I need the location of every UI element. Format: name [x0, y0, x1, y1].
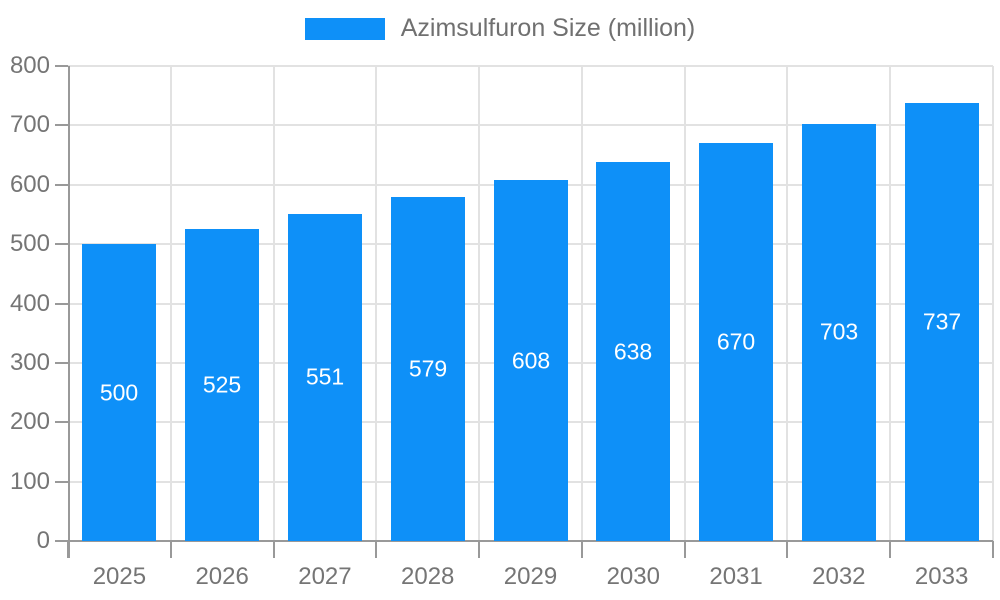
bar: [699, 143, 773, 541]
x-tick-label: 2030: [606, 563, 660, 590]
y-tick-label: 400: [9, 289, 50, 317]
y-axis-tick: [55, 124, 68, 127]
y-tick-label: 800: [9, 52, 50, 79]
bar: [82, 244, 156, 541]
plot-area: 0 100 200 300 400 500 600 700 800 500 2025 525 2026 5…: [10, 52, 994, 590]
legend: Azimsulfuron Size (million): [0, 14, 1000, 43]
v-gridline: [992, 66, 994, 541]
x-axis-tick: [169, 541, 172, 558]
legend-item[interactable]: Azimsulfuron Size (million): [304, 14, 696, 43]
x-tick-label: 2027: [298, 563, 352, 590]
bar: [391, 197, 465, 541]
h-gridline: [68, 65, 993, 67]
x-tick-label: 2031: [709, 563, 763, 590]
v-gridline: [786, 66, 789, 541]
x-axis-line: [68, 540, 993, 542]
x-tick-label: 2026: [195, 563, 249, 590]
y-axis-tick: [55, 540, 68, 542]
x-axis-tick: [992, 541, 994, 558]
y-tick-label: 100: [9, 467, 50, 495]
bar: [288, 214, 362, 541]
x-tick-label: 2029: [503, 563, 558, 590]
bar: [494, 180, 568, 541]
y-tick-label: 200: [9, 408, 50, 436]
y-tick-label: 300: [9, 348, 50, 376]
y-axis-line: [68, 66, 70, 558]
y-tick-label: 600: [9, 170, 50, 198]
y-axis-tick: [55, 480, 68, 483]
x-tick-label: 2033: [914, 563, 969, 590]
x-axis-tick: [683, 541, 686, 558]
y-tick-label: 0: [36, 527, 50, 554]
h-gridline: [68, 124, 993, 127]
y-axis-tick: [55, 421, 68, 424]
x-tick-label: 2028: [401, 563, 455, 590]
x-axis-tick: [889, 541, 892, 558]
x-axis-tick: [580, 541, 583, 558]
y-axis-tick: [55, 65, 68, 67]
y-tick-label: 700: [9, 111, 50, 139]
y-axis-tick: [55, 302, 68, 305]
v-gridline: [169, 66, 172, 541]
x-axis-tick: [272, 541, 275, 558]
legend-swatch-icon: [304, 17, 385, 40]
y-tick-label: 500: [9, 230, 50, 258]
y-axis-tick: [55, 183, 68, 186]
legend-label: Azimsulfuron Size (million): [400, 14, 696, 42]
bar: [596, 162, 670, 541]
x-axis-tick: [786, 541, 789, 558]
bar: [802, 124, 876, 541]
v-gridline: [683, 66, 686, 541]
bar: [185, 229, 259, 541]
x-tick-label: 2025: [92, 563, 147, 590]
x-tick-label: 2032: [812, 563, 866, 590]
y-axis-tick: [55, 243, 68, 246]
x-axis-tick: [375, 541, 378, 558]
v-gridline: [375, 66, 378, 541]
v-gridline: [478, 66, 481, 541]
bar: [905, 103, 979, 541]
x-axis-tick: [478, 541, 481, 558]
v-gridline: [272, 66, 275, 541]
y-axis-tick: [55, 361, 68, 364]
v-gridline: [580, 66, 583, 541]
v-gridline: [889, 66, 892, 541]
